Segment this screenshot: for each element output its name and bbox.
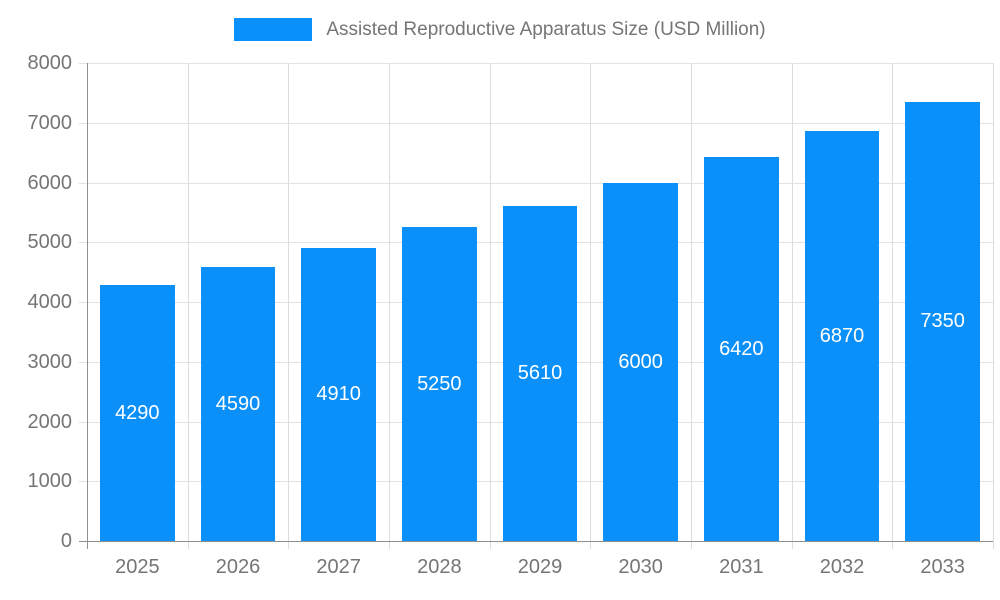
- x-tick-label-2031: 2031: [719, 556, 764, 578]
- x-tick-label-2028: 2028: [417, 556, 462, 578]
- bar-2028: 5250: [401, 227, 477, 541]
- gridline-x-9: [993, 63, 994, 549]
- gridline-y-7000: [79, 122, 993, 124]
- bar-2026: 4590: [200, 266, 276, 541]
- x-tick-label-2032: 2032: [819, 556, 865, 578]
- gridline-y-8000: [79, 63, 993, 64]
- bar-2031: 6420: [703, 157, 779, 541]
- gridline-x-8: [892, 63, 894, 549]
- legend-swatch-icon: [234, 18, 313, 41]
- y-axis-line: [87, 63, 88, 549]
- x-tick-label-2029: 2029: [517, 556, 563, 578]
- x-tick-label-2027: 2027: [316, 556, 361, 578]
- x-tick-label-2026: 2026: [215, 556, 261, 578]
- y-tick-label-0: 0: [60, 530, 72, 552]
- chart-legend[interactable]: Assisted Reproductive Apparatus Size (US…: [0, 18, 1000, 41]
- bar-value-label: 5250: [417, 373, 462, 396]
- gridline-x-6: [691, 63, 692, 549]
- y-tick-label-3000: 3000: [27, 350, 73, 373]
- bar-2027: 4910: [301, 247, 377, 541]
- bar-2030: 6000: [603, 182, 679, 541]
- y-axis-labels: 0 1000 2000 3000 4000 5000 6000 7000 8000: [0, 52, 73, 552]
- x-axis-labels: 2025 2026 2027 2028 2029 2030 2031 2032 2033: [87, 554, 993, 582]
- bar-value-label: 6870: [819, 324, 865, 347]
- bar-2032: 6870: [804, 130, 880, 541]
- gridline-x-2: [288, 63, 290, 549]
- bar-2025: 4290: [99, 284, 175, 541]
- gridline-x-7: [791, 63, 793, 549]
- x-axis-line: [79, 541, 993, 542]
- bar-value-label: 6000: [618, 350, 663, 373]
- y-tick-label-5000: 5000: [27, 231, 73, 254]
- bar-2029: 5610: [502, 205, 578, 541]
- y-tick-label-8000: 8000: [27, 52, 73, 74]
- legend-label: Assisted Reproductive Apparatus Size (US…: [326, 19, 766, 40]
- y-tick-label-2000: 2000: [27, 410, 73, 433]
- bar-value-label: 7350: [920, 310, 965, 333]
- y-tick-label-4000: 4000: [27, 291, 73, 313]
- x-tick-label-2033: 2033: [920, 556, 965, 578]
- gridline-y-6000: [79, 182, 993, 184]
- bar-value-label: 4910: [316, 383, 361, 406]
- gridline-x-5: [590, 63, 592, 549]
- gridline-x-4: [489, 63, 491, 549]
- y-tick-label-7000: 7000: [27, 111, 73, 134]
- bar-value-label: 4290: [115, 401, 160, 424]
- bar-value-label: 5610: [517, 362, 563, 385]
- y-tick-label-1000: 1000: [27, 470, 73, 493]
- bar-value-label: 6420: [719, 338, 764, 361]
- x-tick-label-2030: 2030: [618, 556, 663, 578]
- plot-area: 4290 4590 4910 5250 5610 6000 6420 6870 7350: [79, 63, 994, 549]
- x-tick-label-2025: 2025: [115, 556, 160, 578]
- y-tick-label-6000: 6000: [27, 171, 73, 194]
- bar-value-label: 4590: [215, 392, 261, 415]
- gridline-x-3: [389, 63, 390, 549]
- bar-2033: 7350: [905, 101, 981, 541]
- gridline-x-1: [187, 63, 189, 549]
